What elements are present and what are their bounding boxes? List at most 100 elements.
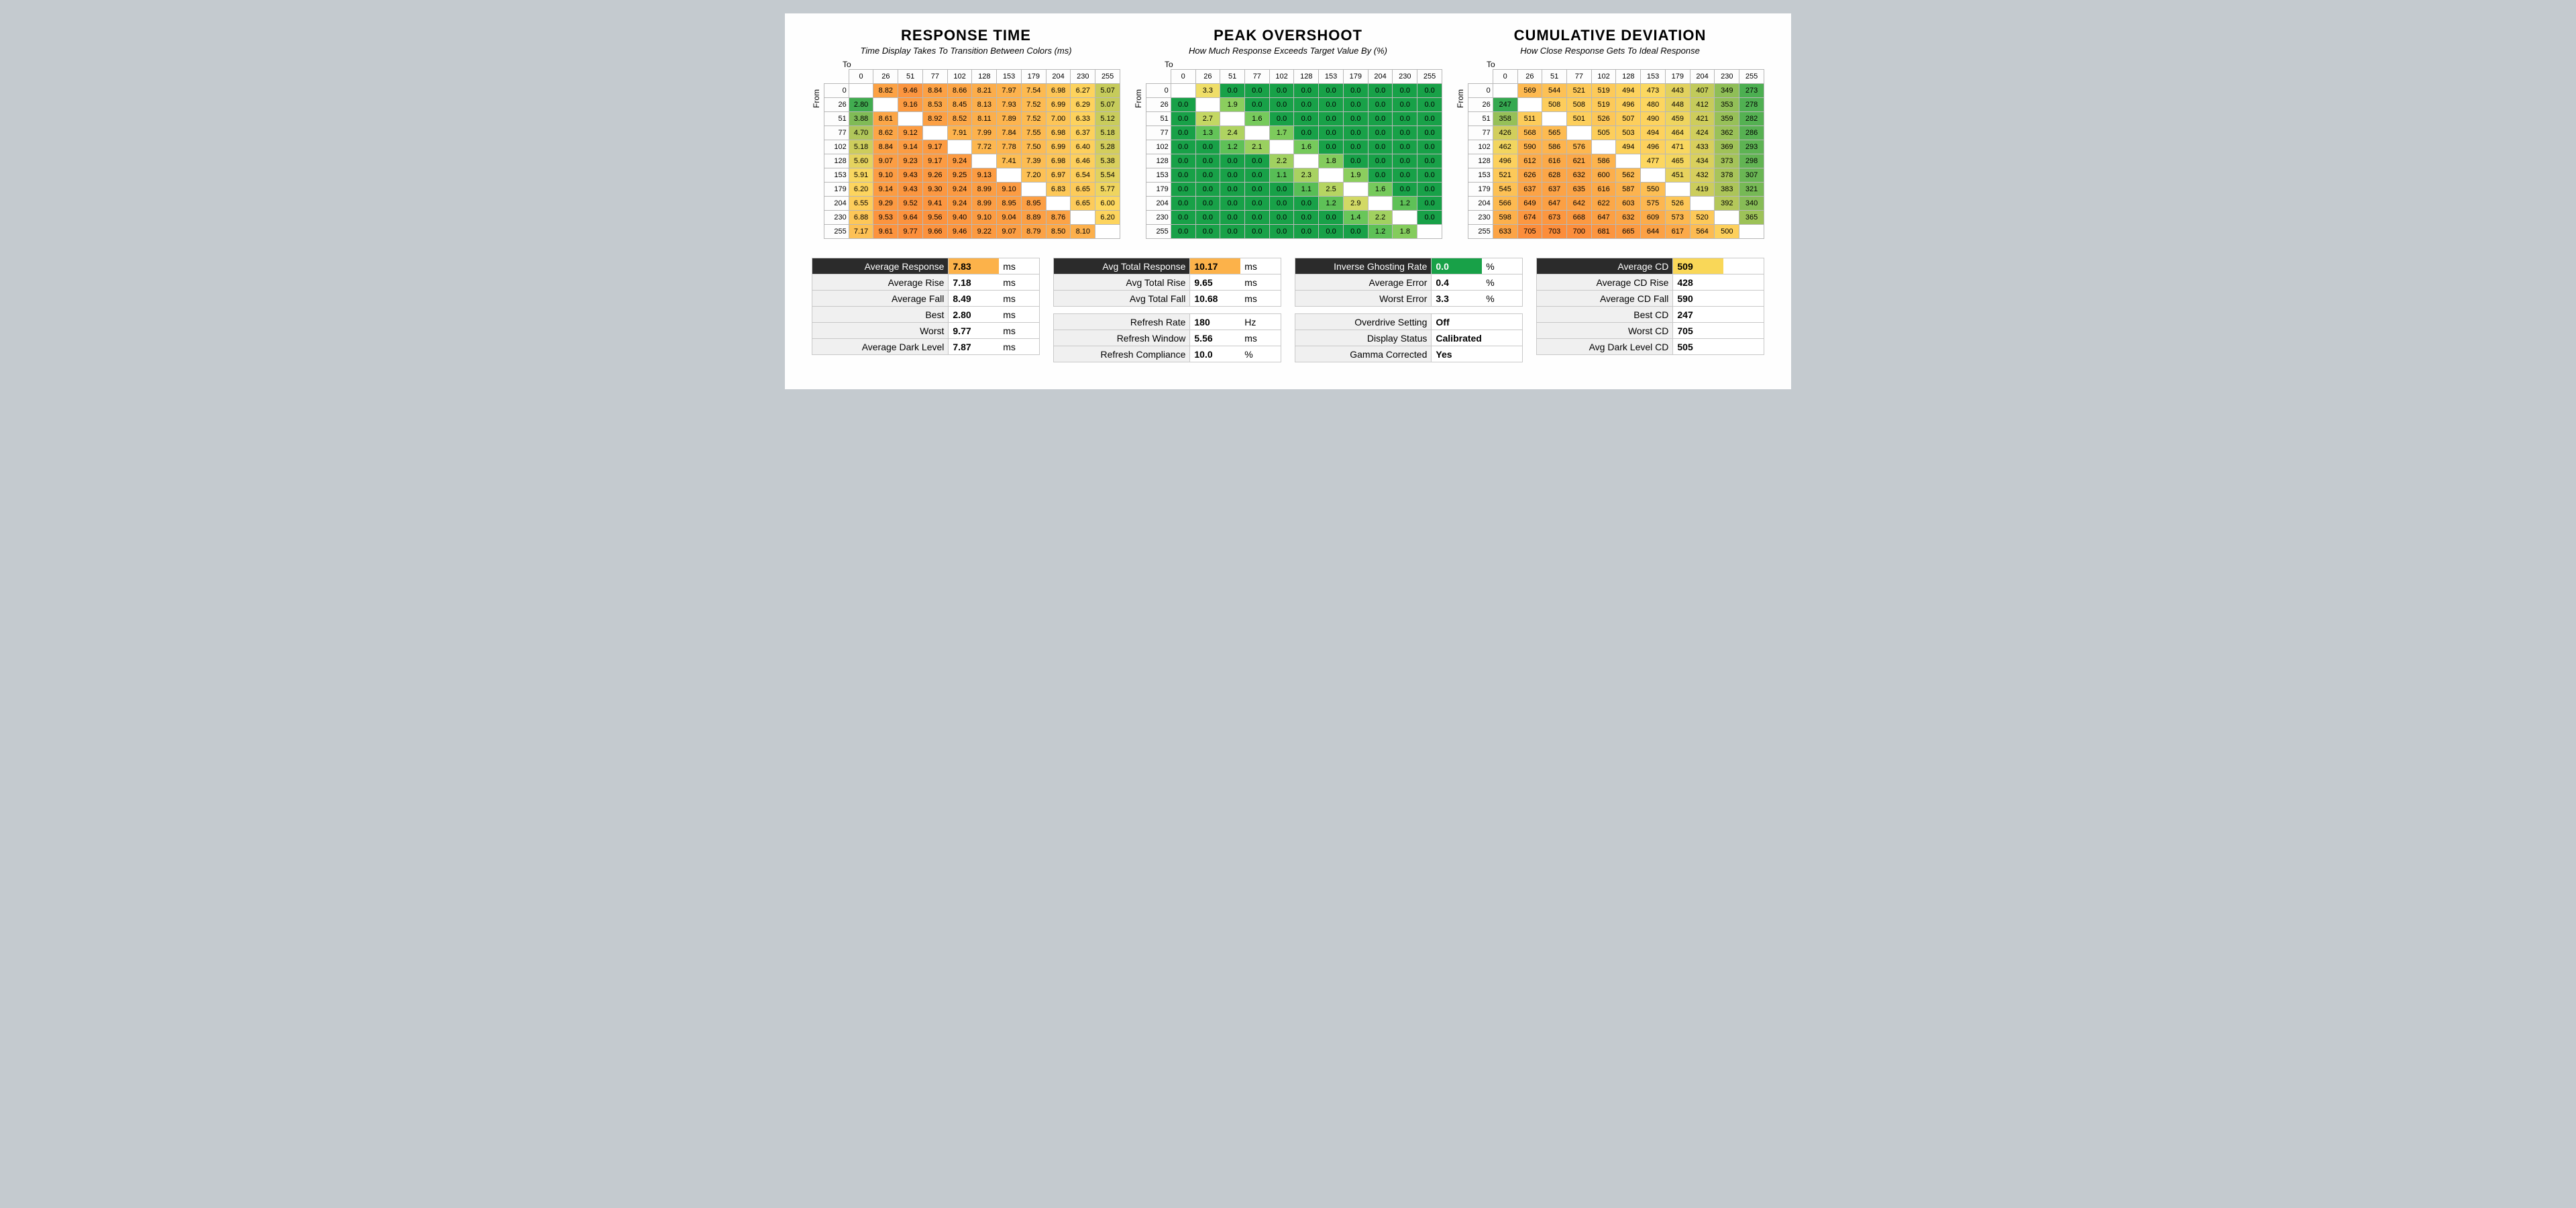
heatmap-cell: 9.41 [922,197,947,211]
heatmap-cell: 612 [1517,154,1542,168]
heatmap-cell: 0.0 [1244,154,1269,168]
heatmap-cell: 0.0 [1393,126,1417,140]
heatmap-cell: 307 [1739,168,1764,183]
row-header: 102 [1468,140,1493,154]
heatmap-cell: 9.10 [997,183,1022,197]
heatmap-cell: 432 [1690,168,1715,183]
heatmap-cell [1071,211,1095,225]
stat-value: 7.18 [949,274,999,291]
row-header: 0 [1468,84,1493,98]
heatmap-cell [1739,225,1764,239]
heatmap-cell: 642 [1566,197,1591,211]
heatmap-cell: 6.98 [1046,126,1071,140]
stat-unit: ms [1240,291,1281,307]
row-header: 77 [1468,126,1493,140]
heatmap-cell: 9.46 [898,84,923,98]
heatmap-cell: 0.0 [1368,126,1393,140]
heatmap-cell: 545 [1493,183,1517,197]
heatmap-cell: 490 [1641,112,1666,126]
heatmap-cell: 6.20 [1095,211,1120,225]
stat-value: 3.3 [1432,291,1482,307]
axis-from-label: From [812,89,821,108]
heatmap-cell: 501 [1566,112,1591,126]
heatmap-cell: 1.2 [1319,197,1344,211]
heatmap-cell: 603 [1616,197,1641,211]
heatmap-cell [1046,197,1071,211]
heatmap-cell: 8.82 [873,84,898,98]
heatmap-cell [1690,197,1715,211]
heatmap-cell: 0.0 [1171,112,1195,126]
stats-table: Overdrive SettingOffDisplay StatusCalibr… [1295,313,1523,362]
heatmap-cell: 0.0 [1343,140,1368,154]
stat-value: 7.87 [949,339,999,355]
heatmap-cell: 566 [1493,197,1517,211]
stat-value: 10.0 [1190,346,1240,362]
heatmap-cell: 0.0 [1244,225,1269,239]
heatmap-cell: 9.25 [947,168,972,183]
heatmap-cell [1517,98,1542,112]
heatmap-cell: 1.1 [1294,183,1319,197]
heatmap-cell: 0.0 [1220,84,1245,98]
stat-unit [1493,330,1523,346]
heatmap-cell: 6.20 [849,183,873,197]
stat-value: 590 [1673,291,1723,307]
row-header: 153 [824,168,849,183]
page: RESPONSE TIME Time Display Takes To Tran… [785,13,1791,389]
heatmap-cell: 9.46 [947,225,972,239]
row-header: 153 [1468,168,1493,183]
heatmap-cell: 6.33 [1071,112,1095,126]
heatmap-cell: 421 [1690,112,1715,126]
axis-to-label: To [843,60,1120,69]
heatmap-cell: 8.10 [1071,225,1095,239]
stat-label: Worst Error [1295,291,1432,307]
stat-value: 5.56 [1190,330,1240,346]
heatmap-cell: 0.0 [1195,140,1220,154]
heatmap-cell: 7.89 [997,112,1022,126]
heatmap-cell [1343,183,1368,197]
heatmap-cell: 598 [1493,211,1517,225]
stat-unit [1493,346,1523,362]
stat-label: Worst CD [1537,323,1673,339]
col-header: 230 [1715,70,1739,84]
panel-subtitle: How Much Response Exceeds Target Value B… [1134,46,1442,56]
heatmap-cell: 6.98 [1046,84,1071,98]
heatmap-cell: 0.0 [1220,183,1245,197]
heatmap-cell: 632 [1616,211,1641,225]
heatmap-cell: 1.4 [1343,211,1368,225]
stat-label: Refresh Window [1054,330,1190,346]
heatmap-cell: 0.0 [1319,126,1344,140]
heatmap-cell: 340 [1739,197,1764,211]
heatmap-cell: 0.0 [1244,211,1269,225]
heatmap-cell: 8.92 [922,112,947,126]
heatmap-cell: 6.00 [1095,197,1120,211]
heatmap-cell [1269,140,1294,154]
stat-unit: ms [1240,330,1281,346]
stat-label: Avg Total Response [1054,258,1190,274]
heatmap-cell: 6.99 [1046,98,1071,112]
col-header: 179 [1343,70,1368,84]
heatmap-cell: 8.53 [922,98,947,112]
heatmap-cell: 9.17 [922,154,947,168]
heatmap-cell: 5.07 [1095,84,1120,98]
heatmap-cell: 7.93 [997,98,1022,112]
row-header: 128 [1146,154,1171,168]
stat-label: Best [812,307,949,323]
heatmap-cell [898,112,923,126]
row-header: 255 [824,225,849,239]
stats-col-1: Average Response7.83msAverage Rise7.18ms… [812,258,1040,369]
heatmap-cell [1493,84,1517,98]
heatmap-cell: 0.0 [1368,112,1393,126]
stat-label: Average CD Fall [1537,291,1673,307]
heatmap-cell: 0.0 [1244,98,1269,112]
heatmap-cell: 0.0 [1343,84,1368,98]
stat-value: 9.65 [1190,274,1240,291]
heatmap-cell: 494 [1616,140,1641,154]
heatmap-cell: 8.84 [873,140,898,154]
col-header: 77 [922,70,947,84]
heatmap-cell: 7.72 [972,140,997,154]
heatmap-cell: 1.9 [1220,98,1245,112]
heatmap-cell: 2.2 [1368,211,1393,225]
stat-value: 247 [1673,307,1723,323]
heatmap-cell: 573 [1665,211,1690,225]
heatmap-cell: 8.50 [1046,225,1071,239]
